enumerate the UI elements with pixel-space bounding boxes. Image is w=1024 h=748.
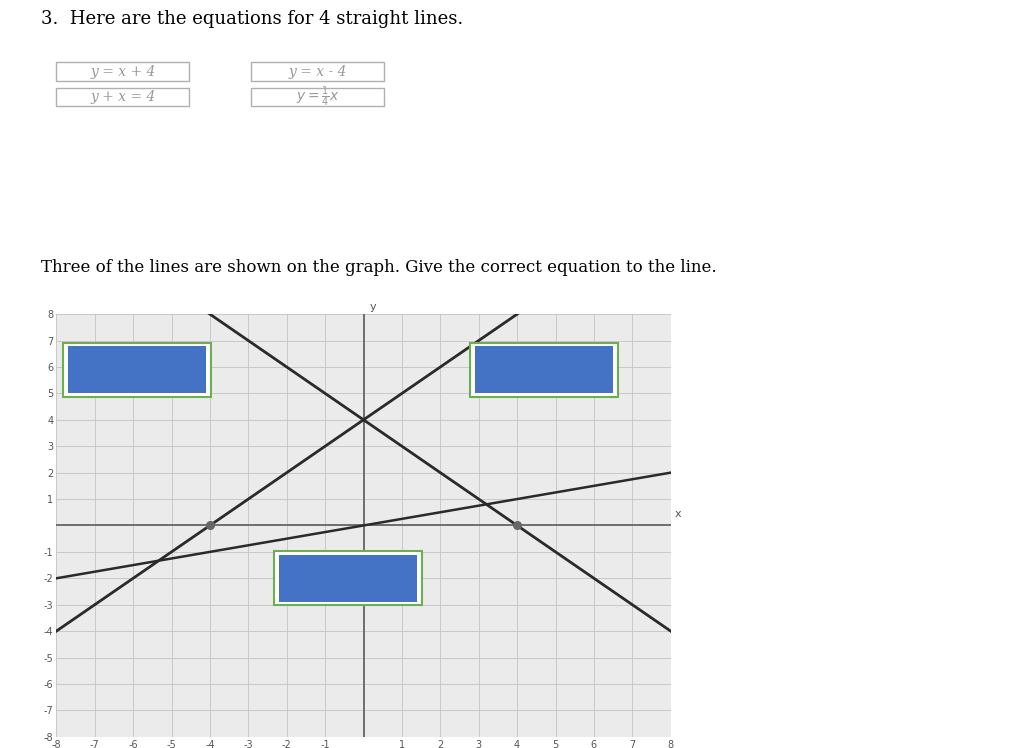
Bar — [63, 343, 211, 396]
Text: y = x + 4: y = x + 4 — [90, 64, 156, 79]
FancyBboxPatch shape — [251, 88, 384, 106]
Text: Three of the lines are shown on the graph. Give the correct equation to the line: Three of the lines are shown on the grap… — [41, 259, 717, 276]
FancyBboxPatch shape — [251, 62, 384, 81]
FancyBboxPatch shape — [56, 88, 189, 106]
Text: y = x - 4: y = x - 4 — [288, 64, 347, 79]
FancyBboxPatch shape — [56, 62, 189, 81]
Bar — [279, 554, 418, 602]
Text: $y = \frac{1}{4}x$: $y = \frac{1}{4}x$ — [296, 85, 339, 109]
Bar — [274, 551, 422, 605]
Bar — [68, 346, 206, 393]
Text: y: y — [370, 301, 376, 311]
Bar — [475, 346, 613, 393]
Text: y + x = 4: y + x = 4 — [90, 90, 156, 104]
Text: x: x — [675, 509, 681, 519]
Bar — [470, 343, 617, 396]
Text: 3.  Here are the equations for 4 straight lines.: 3. Here are the equations for 4 straight… — [41, 10, 463, 28]
